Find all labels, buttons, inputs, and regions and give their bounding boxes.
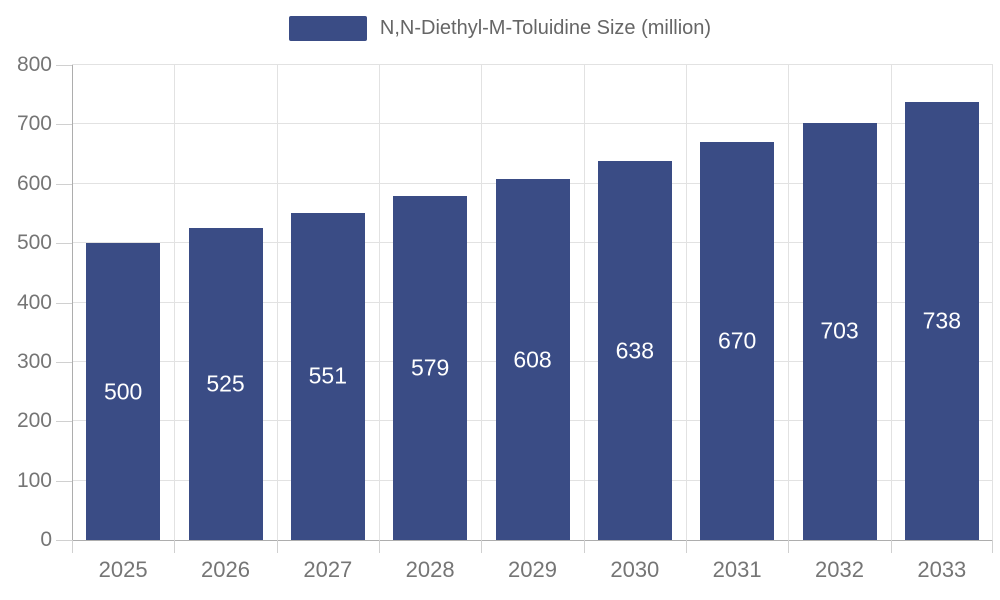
plot-area: 500 525 551 579 608 638 670 703 738 (72, 64, 993, 553)
x-tick-mark (481, 540, 483, 553)
v-gridline (992, 65, 993, 540)
v-gridline (583, 65, 585, 540)
y-tick-label: 700 (16, 112, 52, 136)
y-tick-mark (56, 302, 72, 304)
y-tick-mark (56, 540, 72, 541)
y-tick-label: 800 (16, 53, 52, 76)
x-tick-mark (379, 540, 380, 553)
x-tick-mark (686, 540, 687, 553)
h-gridline (72, 123, 993, 125)
bar-value-label: 670 (717, 327, 757, 354)
v-gridline (788, 65, 790, 540)
bar[interactable]: 703 (802, 122, 877, 540)
h-gridline (72, 64, 993, 65)
x-tick-label: 2025 (98, 557, 148, 582)
v-gridline (379, 65, 380, 540)
bar[interactable]: 638 (597, 161, 672, 540)
y-tick-mark (56, 183, 72, 185)
y-tick-label: 300 (16, 349, 52, 373)
y-tick-label: 600 (16, 171, 52, 195)
y-tick-label: 100 (16, 468, 52, 492)
y-tick-label: 0 (40, 528, 52, 551)
y-tick-label: 400 (16, 290, 52, 314)
bar[interactable]: 500 (86, 243, 161, 540)
x-tick-label: 2032 (815, 557, 864, 582)
x-tick-label: 2028 (405, 557, 455, 582)
y-tick-mark (56, 421, 72, 423)
x-tick-mark (788, 540, 790, 553)
x-tick-label: 2027 (303, 557, 353, 582)
bar-value-label: 638 (615, 337, 655, 364)
v-gridline (276, 65, 278, 540)
y-tick-mark (56, 480, 72, 482)
x-tick-label: 2029 (508, 557, 557, 582)
bar[interactable]: 608 (495, 179, 570, 540)
y-tick-mark (56, 124, 72, 126)
bar[interactable]: 670 (700, 142, 775, 540)
bar[interactable]: 525 (188, 228, 263, 540)
v-gridline (174, 65, 176, 540)
x-tick-label: 2031 (712, 557, 762, 582)
x-tick-label: 2030 (610, 557, 660, 582)
v-gridline (481, 65, 483, 540)
bar-value-label: 525 (206, 370, 245, 397)
x-axis-line (72, 540, 993, 541)
y-tick-label: 200 (16, 409, 52, 433)
bar[interactable]: 579 (393, 196, 468, 540)
y-tick-mark (56, 361, 72, 363)
bar-value-label: 738 (922, 307, 962, 334)
x-tick-mark (890, 540, 892, 553)
legend-label: N,N-Diethyl-M-Toluidine Size (million) (379, 17, 712, 39)
x-tick-mark (276, 540, 278, 553)
legend[interactable]: N,N-Diethyl-M-Toluidine Size (million) (0, 16, 1000, 41)
x-tick-mark (992, 540, 993, 553)
bar[interactable]: 738 (904, 101, 979, 540)
x-tick-mark (174, 540, 176, 553)
bar-value-label: 500 (103, 378, 143, 405)
bar[interactable]: 551 (290, 212, 365, 540)
bar-value-label: 608 (513, 346, 552, 372)
legend-swatch (288, 16, 367, 41)
x-tick-label: 2033 (917, 557, 967, 582)
y-axis-line (72, 65, 73, 553)
bar-value-label: 703 (820, 317, 859, 344)
y-tick-mark (56, 65, 72, 66)
x-tick-label: 2026 (201, 557, 250, 582)
y-tick-label: 500 (16, 231, 52, 255)
bar-value-label: 579 (410, 354, 450, 381)
v-gridline (890, 65, 892, 540)
x-tick-mark (583, 540, 585, 553)
y-tick-mark (56, 243, 72, 245)
v-gridline (686, 65, 687, 540)
x-tick-mark (72, 540, 73, 553)
bar-value-label: 551 (308, 362, 348, 389)
